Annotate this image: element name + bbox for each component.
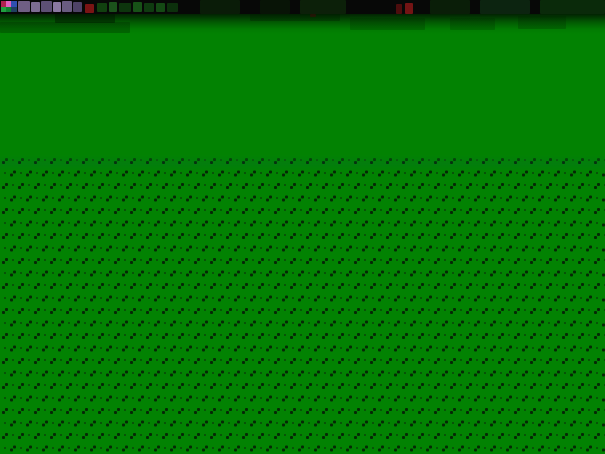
green-text-smudge — [144, 3, 154, 12]
green-text-smudge — [156, 3, 165, 12]
band-mottle-block — [55, 14, 115, 23]
red-mark — [405, 3, 413, 14]
app-icon-cell — [1, 7, 6, 12]
app-icon-cell — [1, 1, 6, 7]
purple-text-smudge — [18, 1, 30, 12]
mottle-block — [200, 0, 240, 14]
band-mottle-block — [350, 18, 425, 30]
purple-text-smudge — [73, 2, 82, 12]
green-text-smudge — [97, 3, 107, 12]
dither-pattern-svg — [0, 155, 605, 454]
red-glyph — [85, 4, 94, 13]
band-mottle-block — [450, 18, 495, 30]
dither-top-fade — [0, 155, 605, 171]
mottle-block — [260, 0, 290, 14]
mottle-block — [480, 0, 530, 14]
purple-text-smudge — [62, 1, 72, 12]
red-mark — [396, 4, 402, 14]
app-icon-cell — [6, 7, 11, 12]
green-text-smudge — [167, 3, 178, 12]
green-text-smudge — [109, 2, 117, 12]
band-mottle-block — [518, 16, 566, 29]
app-icon-cell — [11, 1, 17, 7]
band-mottle-block — [250, 14, 340, 21]
purple-text-smudge — [31, 2, 40, 12]
shade-band — [0, 14, 605, 34]
app-icon-cell — [11, 7, 17, 12]
green-text-smudge — [119, 3, 131, 12]
mottle-block — [430, 0, 470, 14]
mottle-block — [540, 0, 605, 14]
band-mottle-block — [0, 22, 130, 33]
multicolor-app-icon[interactable] — [1, 1, 17, 12]
purple-text-smudge — [53, 2, 61, 12]
app-icon-cell — [6, 1, 11, 7]
hud-topbar — [0, 0, 605, 14]
green-text-smudge — [133, 2, 142, 12]
shade-band-mottle — [0, 0, 605, 40]
purple-text-smudge — [41, 1, 52, 12]
band-mottle-block — [310, 14, 316, 17]
dither-texture[interactable] — [0, 155, 605, 454]
mottle-block — [300, 0, 346, 14]
